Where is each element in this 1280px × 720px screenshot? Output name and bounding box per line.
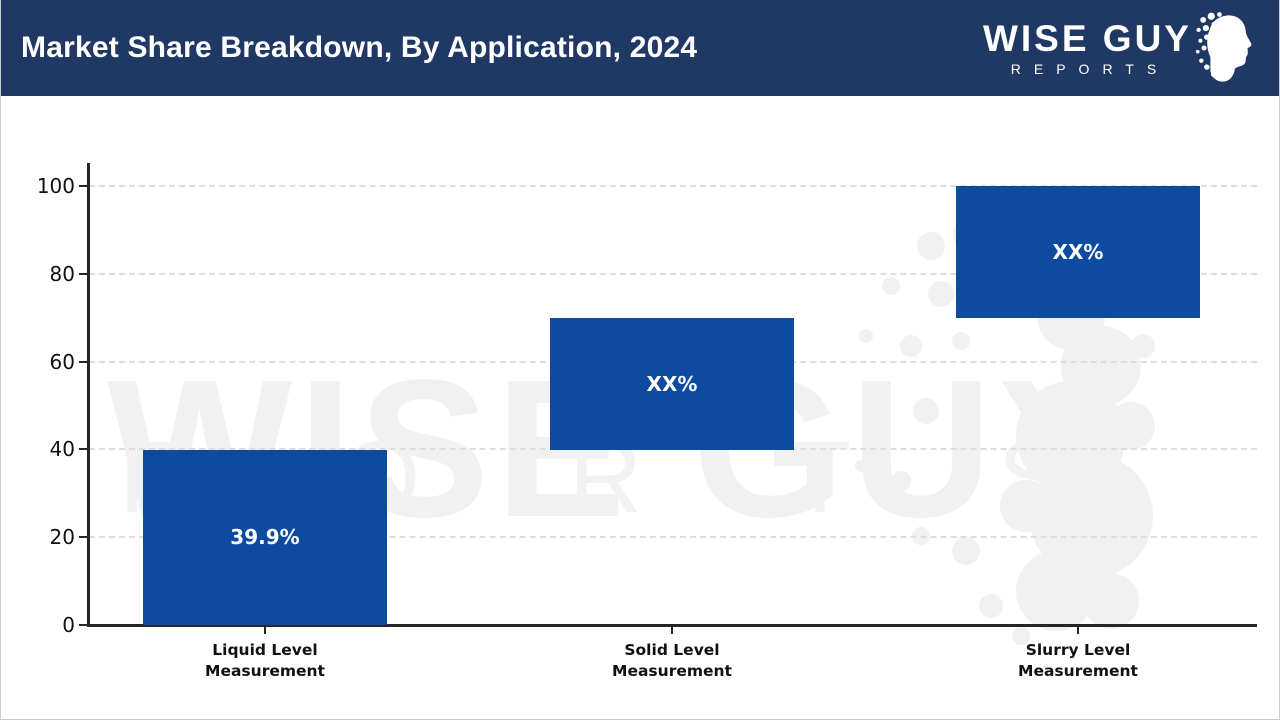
y-axis-tick — [79, 448, 88, 451]
bar-segment: XX% — [550, 317, 794, 450]
y-axis-tick-label: 100 — [36, 174, 75, 198]
y-axis-tick — [79, 624, 88, 626]
logo-wordmark: WISE GUY — [982, 17, 1192, 59]
y-axis-tick — [79, 360, 88, 363]
y-axis-tick-label: 40 — [49, 437, 75, 462]
x-axis-category-label: Solid Level Measurement — [512, 640, 832, 682]
y-axis-tick — [79, 536, 88, 539]
x-axis-category-line: Measurement — [612, 662, 732, 680]
x-axis-category-label: Slurry Level Measurement — [918, 640, 1238, 682]
x-axis-tick — [671, 626, 673, 634]
y-axis-tick — [79, 185, 88, 187]
x-axis-category-line: Measurement — [1018, 662, 1138, 680]
x-axis-tick — [264, 626, 266, 634]
bar-segment: 39.9% — [143, 449, 387, 625]
x-axis-category-line: Slurry Level — [1025, 641, 1131, 659]
y-axis-line — [87, 163, 90, 626]
y-axis-tick-label: 20 — [49, 525, 75, 550]
gridline — [89, 536, 1257, 539]
bar-value-label: XX% — [1052, 239, 1104, 264]
wiseguy-logo: WISE GUY REPORTS — [983, 11, 1253, 85]
x-axis-category-line: Liquid Level — [212, 641, 318, 659]
gridline — [89, 272, 1257, 275]
y-axis-tick-label: 60 — [49, 349, 75, 374]
x-axis-category-label: Liquid Level Measurement — [105, 640, 425, 682]
gridline — [89, 185, 1257, 187]
y-axis-tick-label: 0 — [62, 613, 75, 637]
logo-text: WISE GUY REPORTS — [983, 20, 1192, 77]
x-axis-category-line: Solid Level — [624, 641, 720, 659]
chart-title: Market Share Breakdown, By Application, … — [21, 31, 698, 64]
y-axis-tick-label: 80 — [49, 261, 75, 286]
y-axis-tick — [79, 272, 88, 275]
x-axis-line — [87, 624, 1257, 627]
bar-value-label: 39.9% — [230, 525, 300, 550]
x-axis-tick — [1077, 626, 1079, 634]
bar-value-label: XX% — [646, 371, 698, 396]
x-axis-category-line: Measurement — [205, 662, 325, 680]
logo-subtext: REPORTS — [1010, 60, 1170, 77]
logo-face-icon — [1195, 12, 1252, 82]
header: Market Share Breakdown, By Application, … — [1, 0, 1279, 96]
bar-segment: XX% — [956, 186, 1200, 318]
